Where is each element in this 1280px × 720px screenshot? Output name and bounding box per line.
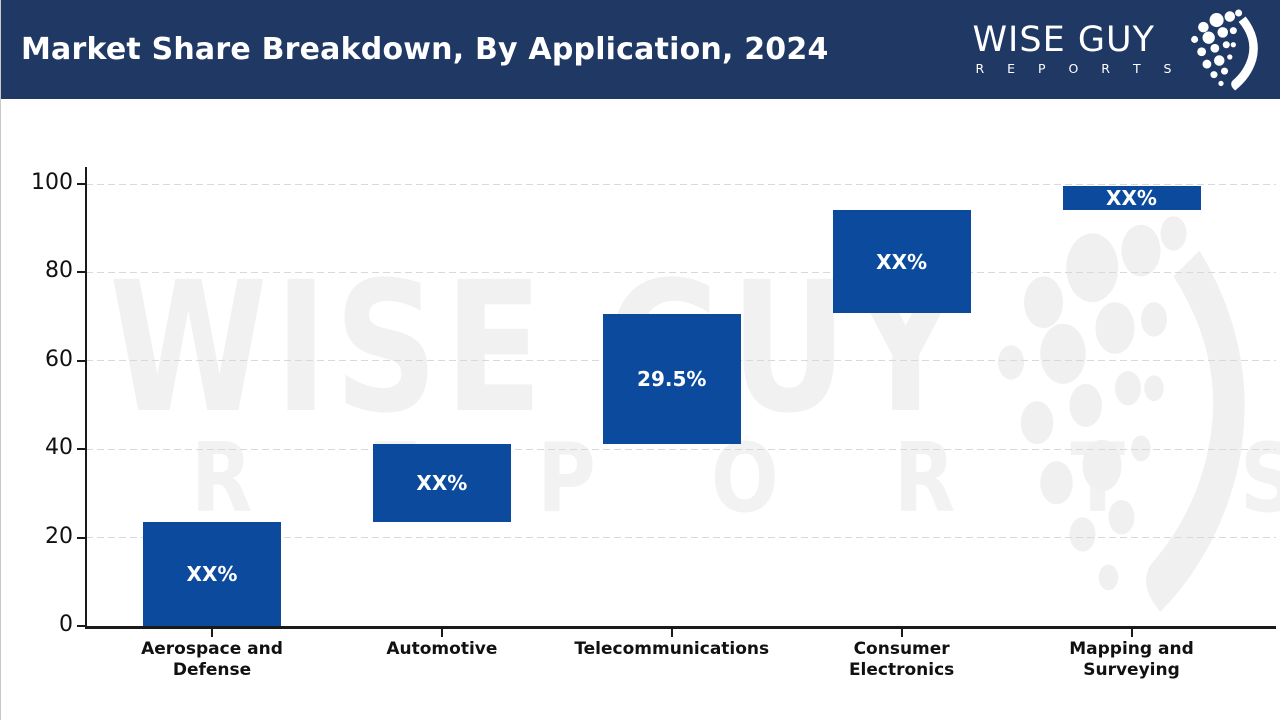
x-tick-label-3: Consumer Electronics (848, 639, 955, 680)
bar-1: XX% (372, 443, 511, 523)
x-tick-mark (670, 629, 673, 637)
bar-value-label: XX% (416, 471, 468, 495)
x-tick-mark (211, 629, 213, 637)
gridline-40 (86, 448, 1276, 450)
bar-0: XX% (143, 522, 281, 626)
watermark-wordmark: WISE GUY (109, 244, 965, 453)
y-tick-label: 60 (45, 346, 73, 372)
bar-value-label: XX% (876, 249, 928, 274)
header: Market Share Breakdown, By Application, … (1, 0, 1280, 99)
x-tick-mark (440, 629, 443, 637)
y-tick-mark (77, 448, 86, 451)
watermark-face-icon (998, 216, 1245, 612)
bar-value-label: 29.5% (637, 366, 707, 391)
y-tick-label: 80 (45, 258, 73, 284)
x-tick-label-0: Aerospace and Defense (141, 639, 283, 680)
y-tick-label: 20 (45, 523, 73, 549)
gridline-20 (86, 537, 1276, 539)
gridline-100 (86, 183, 1276, 185)
x-tick-mark (900, 629, 903, 637)
bar-2: 29.5% (602, 313, 741, 444)
y-tick-mark (77, 359, 86, 362)
x-tick-label-1: Automotive (386, 639, 498, 659)
y-tick-mark (77, 183, 86, 185)
y-tick-mark (77, 536, 86, 539)
y-tick-mark (77, 625, 86, 627)
bar-3: XX% (832, 210, 971, 314)
x-tick-mark (1130, 629, 1133, 637)
page-title: Market Share Breakdown, By Application, … (21, 32, 829, 67)
logo-subtext: R E P O R T S (975, 61, 1181, 76)
bar-value-label: XX% (1106, 186, 1157, 211)
y-tick-label: 100 (31, 170, 73, 195)
x-axis-spine (85, 626, 1276, 629)
y-tick-label: 40 (45, 435, 73, 461)
x-tick-label-4: Mapping and Surveying (1069, 639, 1194, 680)
bar-4: XX% (1062, 186, 1201, 211)
x-tick-label-2: Telecommunications (574, 639, 770, 659)
logo-wordmark: WISE GUY (972, 20, 1155, 60)
gridline-80 (86, 271, 1276, 273)
bar-value-label: XX% (186, 562, 238, 587)
logo-face-icon (1191, 9, 1258, 90)
chart-area: WISE GUY R E P O R T S 0 20 40 60 80 100 XX% Ae… (1, 99, 1280, 720)
brand-logo: WISE GUY R E P O R T S (972, 6, 1267, 94)
y-axis-spine (85, 167, 87, 628)
y-tick-mark (77, 271, 86, 274)
y-tick-label: 0 (59, 612, 73, 637)
